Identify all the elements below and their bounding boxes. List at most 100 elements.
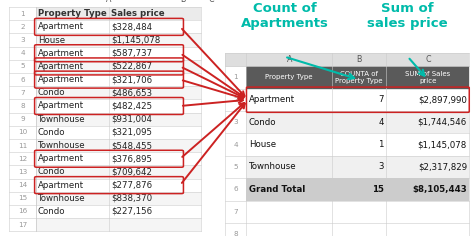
- Text: Apartment: Apartment: [38, 22, 84, 31]
- Bar: [246, 156, 469, 178]
- Text: 1: 1: [20, 11, 25, 17]
- Bar: [332, 53, 386, 66]
- Bar: [36, 205, 201, 218]
- Text: $838,370: $838,370: [111, 194, 153, 203]
- Bar: [36, 126, 201, 139]
- Text: 3: 3: [20, 37, 25, 43]
- Text: Sales price: Sales price: [111, 9, 165, 18]
- Text: $486,653: $486,653: [111, 88, 153, 97]
- Text: 6: 6: [20, 77, 25, 83]
- Bar: [36, 99, 201, 113]
- Text: A: A: [106, 0, 112, 4]
- Text: 6: 6: [234, 186, 238, 192]
- Text: C: C: [208, 0, 214, 4]
- Text: 16: 16: [18, 208, 27, 215]
- Bar: [246, 178, 469, 201]
- Bar: [386, 53, 469, 66]
- Text: 17: 17: [18, 222, 27, 228]
- Text: Condo: Condo: [38, 167, 65, 177]
- Text: 2: 2: [20, 24, 25, 30]
- Text: Apartment: Apartment: [38, 181, 84, 190]
- Text: 3: 3: [234, 119, 238, 125]
- Text: 4: 4: [378, 118, 384, 127]
- Text: $227,156: $227,156: [111, 207, 153, 216]
- Text: Grand Total: Grand Total: [249, 185, 305, 194]
- Bar: [36, 60, 201, 73]
- Text: Apartment: Apartment: [38, 49, 84, 58]
- Text: House: House: [38, 36, 65, 45]
- Text: B: B: [356, 55, 362, 64]
- Text: Property Type: Property Type: [38, 9, 107, 18]
- Bar: [36, 7, 201, 20]
- Text: $1,145,078: $1,145,078: [418, 140, 467, 149]
- Text: $321,095: $321,095: [111, 128, 152, 137]
- Text: Apartment: Apartment: [249, 95, 295, 104]
- Text: 13: 13: [18, 169, 27, 175]
- Text: $1,145,078: $1,145,078: [111, 36, 161, 45]
- Text: 5: 5: [234, 164, 238, 170]
- Bar: [246, 133, 469, 156]
- Text: Apartment: Apartment: [38, 75, 84, 84]
- Text: Count of
Apartments: Count of Apartments: [240, 2, 328, 30]
- Text: $548,455: $548,455: [111, 141, 153, 150]
- Text: 7: 7: [20, 90, 25, 96]
- Text: Condo: Condo: [38, 207, 65, 216]
- Text: $2,897,990: $2,897,990: [418, 95, 467, 104]
- Bar: [36, 152, 201, 165]
- Bar: [225, 223, 469, 236]
- Text: 14: 14: [18, 182, 27, 188]
- Text: 8: 8: [234, 231, 238, 236]
- Text: 3: 3: [378, 162, 384, 172]
- Bar: [36, 218, 201, 231]
- Bar: [36, 139, 201, 152]
- Text: 1: 1: [378, 140, 384, 149]
- Bar: [225, 53, 246, 66]
- Text: Apartment: Apartment: [38, 101, 84, 110]
- Bar: [36, 20, 201, 34]
- Text: A: A: [286, 55, 292, 64]
- Text: Townhouse: Townhouse: [38, 141, 85, 150]
- Text: Townhouse: Townhouse: [38, 194, 85, 203]
- Text: 7: 7: [378, 95, 384, 104]
- Text: Condo: Condo: [249, 118, 276, 127]
- Text: $587,737: $587,737: [111, 49, 153, 58]
- Text: $8,105,443: $8,105,443: [412, 185, 467, 194]
- Text: 1: 1: [234, 74, 238, 80]
- Text: 10: 10: [18, 129, 27, 135]
- Text: Townhouse: Townhouse: [249, 162, 296, 172]
- Text: $328,484: $328,484: [111, 22, 153, 31]
- Text: 2: 2: [234, 97, 238, 103]
- Text: 4: 4: [234, 142, 238, 148]
- Text: Apartment: Apartment: [38, 62, 84, 71]
- Text: 15: 15: [372, 185, 384, 194]
- Text: $1,744,546: $1,744,546: [418, 118, 467, 127]
- Text: 5: 5: [20, 63, 25, 69]
- Text: Sum of
sales price: Sum of sales price: [367, 2, 448, 30]
- Bar: [36, 113, 201, 126]
- Text: $2,317,829: $2,317,829: [418, 162, 467, 172]
- Text: 4: 4: [20, 50, 25, 56]
- Bar: [246, 111, 469, 133]
- Bar: [36, 86, 201, 99]
- Bar: [246, 53, 332, 66]
- Text: 8: 8: [20, 103, 25, 109]
- Text: $522,867: $522,867: [111, 62, 153, 71]
- Text: $709,642: $709,642: [111, 167, 152, 177]
- Bar: [36, 192, 201, 205]
- Text: $277,876: $277,876: [111, 181, 153, 190]
- Text: 9: 9: [20, 116, 25, 122]
- Text: House: House: [249, 140, 276, 149]
- Text: Condo: Condo: [38, 88, 65, 97]
- Text: 15: 15: [18, 195, 27, 201]
- Text: Condo: Condo: [38, 128, 65, 137]
- Text: 11: 11: [18, 143, 27, 148]
- Bar: [36, 178, 201, 192]
- Bar: [36, 34, 201, 47]
- Text: COUNTA of
Property Type: COUNTA of Property Type: [335, 71, 383, 84]
- Bar: [246, 66, 469, 88]
- Text: 7: 7: [234, 209, 238, 215]
- Text: Property Type: Property Type: [265, 74, 313, 80]
- Text: C: C: [425, 55, 430, 64]
- Bar: [36, 47, 201, 60]
- Text: SUM of Sales
price: SUM of Sales price: [405, 71, 450, 84]
